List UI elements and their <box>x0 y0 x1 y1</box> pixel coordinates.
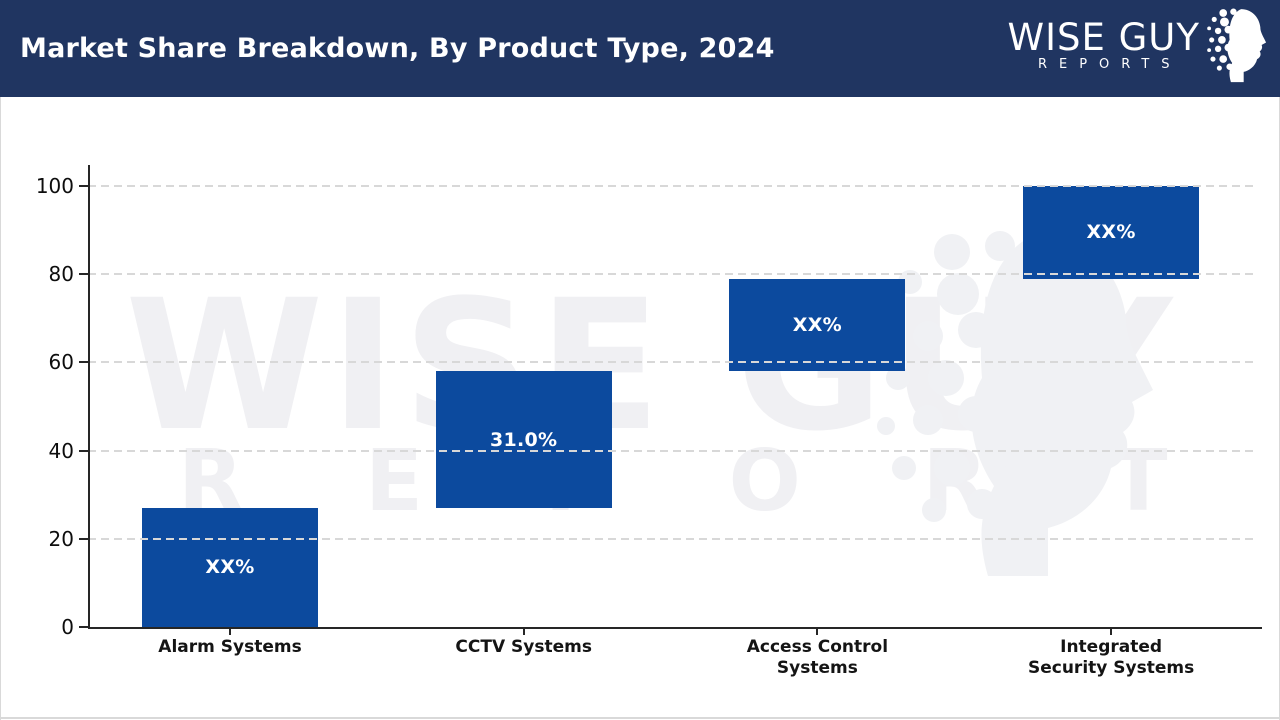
gridline-80 <box>88 273 1258 276</box>
report-header: Market Share Breakdown, By Product Type,… <box>0 0 1280 97</box>
category-label-3: Access Control Systems <box>746 637 889 679</box>
x-tick-mark <box>229 629 231 635</box>
y-axis-line <box>88 165 90 629</box>
bar-value-label: XX% <box>1086 221 1136 244</box>
gridline-40 <box>88 449 1258 452</box>
category-label-4: Integrated Security Systems <box>1027 637 1195 679</box>
wiseguy-head-icon <box>1207 8 1267 83</box>
bar-3: XX% <box>729 278 906 372</box>
bar-value-label: XX% <box>792 313 843 336</box>
y-tick-mark <box>79 361 88 364</box>
gridline-60 <box>88 361 1258 364</box>
gridline-20 <box>88 537 1258 540</box>
wiseguy-logo: WISE GUY REPORTS <box>1008 6 1268 84</box>
y-tick-mark <box>79 273 88 276</box>
y-tick-mark <box>79 537 88 540</box>
y-tick-mark <box>79 626 88 628</box>
y-tick-label: 0 <box>61 615 74 639</box>
category-label-2: CCTV Systems <box>455 637 592 657</box>
bar-value-label: 31.0% <box>489 428 558 451</box>
x-tick-mark <box>1110 629 1113 635</box>
logo-subtitle: REPORTS <box>1037 56 1182 72</box>
x-axis-line <box>88 627 1262 629</box>
watermark-head-icon <box>877 231 1153 576</box>
page-border-bottom <box>0 717 1280 719</box>
y-tick-label: 100 <box>35 174 74 198</box>
y-tick-label: 40 <box>48 438 74 463</box>
y-tick-label: 20 <box>48 526 74 551</box>
bar-2: 31.0% <box>435 371 612 508</box>
bar-value-label: XX% <box>205 556 255 579</box>
wiseguy-logo-text: WISE GUY REPORTS <box>1007 15 1200 72</box>
page-title: Market Share Breakdown, By Product Type,… <box>20 33 775 64</box>
bar-1: XX% <box>142 507 318 627</box>
page-border-left <box>0 0 1 720</box>
x-tick-mark <box>522 629 525 635</box>
y-tick-mark <box>79 449 88 452</box>
category-label-1: Alarm Systems <box>158 637 302 657</box>
y-tick-label: 80 <box>48 262 74 287</box>
y-tick-mark <box>79 185 88 187</box>
x-tick-mark <box>816 629 819 635</box>
gridline-100 <box>88 185 1258 187</box>
bar-4: XX% <box>1023 186 1200 279</box>
y-tick-label: 60 <box>48 350 74 375</box>
logo-wordmark: WISE GUY <box>1007 15 1200 59</box>
